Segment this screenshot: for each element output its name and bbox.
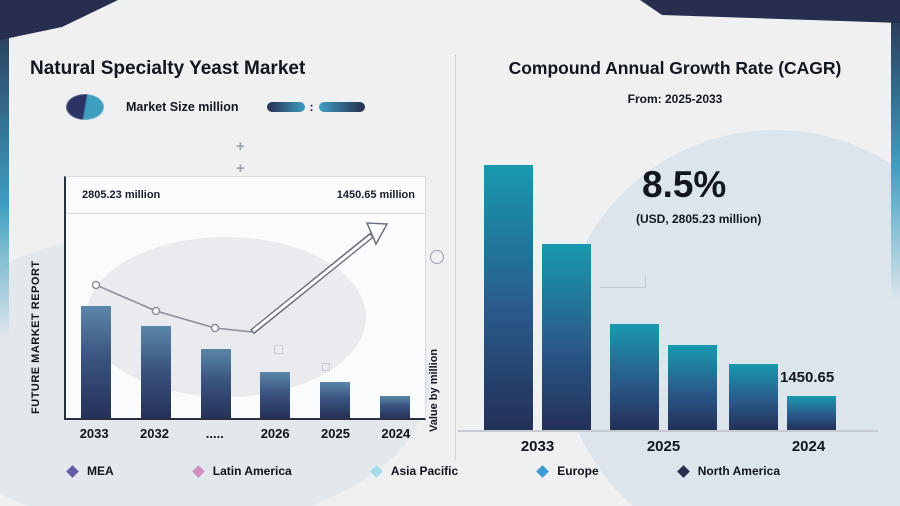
legend-item-latin-america: Latin America xyxy=(191,464,292,478)
right-bar-b-2025 xyxy=(668,345,717,430)
right-chart-title: Compound Annual Growth Rate (CAGR) xyxy=(508,58,842,78)
right-x-axis-line xyxy=(458,430,878,432)
legend-label: Latin America xyxy=(212,464,292,478)
left-x-label: 2024 xyxy=(381,426,411,441)
right-bar-a-2025 xyxy=(610,324,659,430)
left-x-label: 2032 xyxy=(140,426,169,441)
top-left-corner-shape xyxy=(0,0,118,40)
left-bar-slot xyxy=(365,396,425,418)
left-bar-chart: 2805.23 million 1450.65 million xyxy=(64,176,426,420)
legend-label: Europe xyxy=(557,464,599,478)
right-bar-a-2033 xyxy=(484,165,533,430)
left-bar-..... xyxy=(200,349,231,418)
left-x-label: ..... xyxy=(205,426,224,441)
right-bar-b-2033 xyxy=(542,244,591,430)
right-chart-subtitle: From: 2025-2033 xyxy=(627,92,723,106)
gradient-pill-icon xyxy=(318,102,365,112)
left-bar-2032 xyxy=(140,326,171,418)
square-deco-icon xyxy=(274,345,283,354)
right-edge-accent xyxy=(891,0,900,300)
left-x-label: 2025 xyxy=(321,426,350,441)
gridline xyxy=(66,213,425,214)
panel-divider xyxy=(455,55,456,460)
right-x-label: 2033 xyxy=(520,438,555,455)
region-legend: MEA Latin America Asia Pacific Europe North … xyxy=(66,464,780,478)
legend-series-label: Market Size million xyxy=(126,100,239,114)
left-bar-slot xyxy=(186,349,246,418)
legend-label: MEA xyxy=(87,464,114,478)
right-bar-group-2025: 2025 xyxy=(610,324,717,455)
left-chart-legend: Market Size million : xyxy=(66,94,365,120)
left-x-label: 2026 xyxy=(260,426,290,441)
legend-item-mea: MEA xyxy=(66,464,114,478)
plus-icon: + xyxy=(236,138,245,155)
annotation-2033-value: 2805.23 million xyxy=(82,189,161,201)
legend-diamond-icon xyxy=(66,464,79,478)
trend-line-arrow xyxy=(91,222,389,335)
right-y-axis-label: Value by million xyxy=(428,348,440,432)
left-bar-slot xyxy=(66,306,126,418)
right-x-label: 2025 xyxy=(646,438,681,455)
right-bar-b-2024 xyxy=(787,396,836,430)
legend-item-north-america: North America xyxy=(676,464,780,478)
legend-label: North America xyxy=(697,464,780,478)
legend-diamond-icon xyxy=(676,464,690,478)
right-bar-group-2024: 2024 xyxy=(729,364,836,455)
left-bar-2033 xyxy=(80,306,111,418)
annotation-2024-value: 1450.65 million xyxy=(336,189,415,201)
left-bars xyxy=(66,177,425,418)
right-bar-group-2033: 2033 xyxy=(484,165,591,455)
left-bar-2025 xyxy=(320,382,351,418)
right-x-label: 2024 xyxy=(791,438,826,455)
left-x-label: 2033 xyxy=(79,426,109,441)
left-edge-accent xyxy=(0,0,9,340)
legend-diamond-icon xyxy=(369,464,383,478)
annotation-1450: 1450.65 xyxy=(780,369,835,386)
pill-separator: : xyxy=(309,100,314,114)
legend-item-asia-pacific: Asia Pacific xyxy=(369,464,459,478)
cagr-note: (USD, 2805.23 million) xyxy=(636,212,762,226)
left-bar-slot xyxy=(245,372,305,418)
legend-label: Asia Pacific xyxy=(390,464,459,478)
plus-icon: + xyxy=(236,160,245,177)
left-chart-title: Natural Specialty Yeast Market xyxy=(30,58,306,79)
left-bar-2026 xyxy=(260,372,291,418)
legend-diamond-icon xyxy=(191,464,205,478)
circle-deco-icon xyxy=(430,250,444,264)
left-bar-slot xyxy=(126,326,186,418)
square-deco-icon xyxy=(322,363,330,371)
legend-item-europe: Europe xyxy=(536,464,599,478)
left-y-axis-label: FUTURE MARKET REPORT xyxy=(30,260,42,414)
gradient-pill-icon xyxy=(266,102,305,112)
cylinder-icon xyxy=(66,94,104,120)
right-bar-a-2024 xyxy=(729,364,778,430)
step-deco-line xyxy=(600,276,646,288)
legend-diamond-icon xyxy=(536,464,550,478)
left-x-axis-labels: 2033 2032..... 2026 2025 2024 xyxy=(64,426,426,441)
left-bar-slot xyxy=(305,382,365,418)
left-bar-2024 xyxy=(380,396,411,418)
right-bar-chart: 2033 2025 2024 xyxy=(470,0,870,455)
cagr-value: 8.5% xyxy=(642,164,727,205)
